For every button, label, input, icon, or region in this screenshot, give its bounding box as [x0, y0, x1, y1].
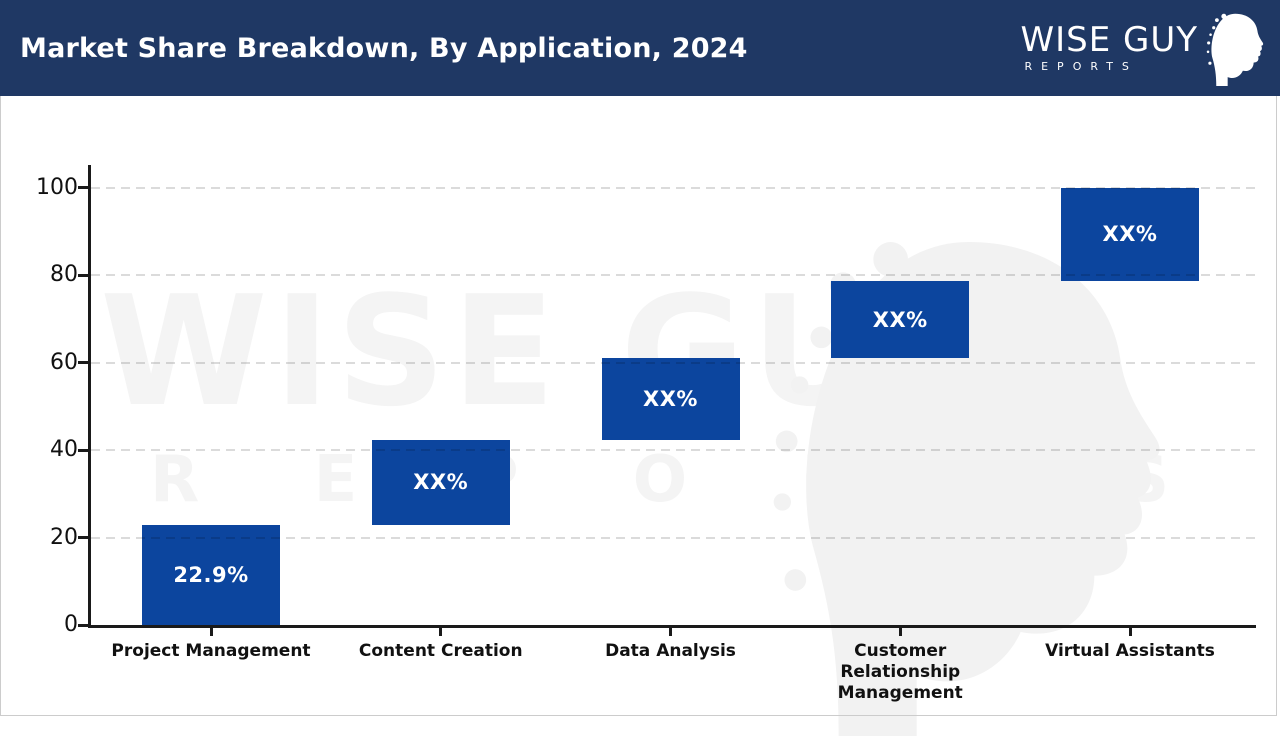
bar-data-analysis: XX%	[601, 358, 740, 440]
brand-head-icon	[1202, 10, 1266, 86]
bar-value-label: XX%	[643, 387, 698, 412]
y-tick-label: 0	[64, 612, 78, 637]
y-tick-0	[78, 623, 88, 627]
brand-logo: WISE GUY REPORTS	[1020, 10, 1280, 86]
brand-subtitle: REPORTS	[1024, 60, 1138, 73]
y-tick-label: 80	[50, 262, 78, 287]
bar-value-label: XX%	[1102, 222, 1158, 247]
gridline-y-20	[91, 536, 1256, 539]
bar-value-label: 22.9%	[173, 562, 249, 587]
x-category-label: Virtual Assistants	[1045, 641, 1215, 661]
y-tick-label: 100	[36, 174, 78, 200]
gridline-y-40	[91, 449, 1256, 451]
y-tick-label: 60	[50, 349, 78, 375]
bar-customer-relationship-management: XX%	[831, 281, 970, 359]
brand-logo-text: WISE GUY REPORTS	[1020, 23, 1198, 73]
brand-name: WISE GUY	[1020, 20, 1198, 60]
gridline-y-80	[91, 274, 1256, 276]
chart-canvas: WISE GUY R E P O R T S 0 20 40 60 80 100 22.9%…	[0, 96, 1280, 720]
x-axis-line	[88, 625, 1256, 628]
y-tick-20	[78, 536, 88, 539]
y-tick-label: 40	[50, 437, 78, 462]
x-category-label: Project Management	[111, 641, 311, 661]
y-tick-100	[78, 186, 88, 189]
x-category-label: Data Analysis	[605, 641, 736, 661]
x-category-label: Content Creation	[358, 641, 523, 661]
x-tick-4	[898, 628, 902, 636]
bar-value-label: XX%	[872, 307, 928, 332]
x-tick-1	[209, 628, 213, 636]
x-category-label: Customer Relationship Management	[837, 641, 963, 703]
bar-content-creation: XX%	[371, 439, 510, 525]
bar-value-label: XX%	[413, 470, 469, 495]
gridline-y-100	[91, 186, 1256, 189]
y-tick-60	[78, 361, 88, 364]
y-tick-40	[78, 448, 88, 452]
header-bar: Market Share Breakdown, By Application, …	[0, 0, 1280, 96]
bar-virtual-assistants: XX%	[1061, 187, 1199, 282]
y-tick-80	[78, 273, 88, 277]
x-tick-3	[669, 628, 672, 636]
x-tick-2	[439, 628, 443, 636]
gridline-y-60	[91, 361, 1256, 364]
x-tick-5	[1128, 628, 1132, 636]
y-tick-label: 20	[50, 524, 78, 550]
y-axis-line	[88, 165, 91, 628]
bar-project-management: 22.9%	[142, 524, 280, 625]
page-title: Market Share Breakdown, By Application, …	[20, 32, 748, 64]
